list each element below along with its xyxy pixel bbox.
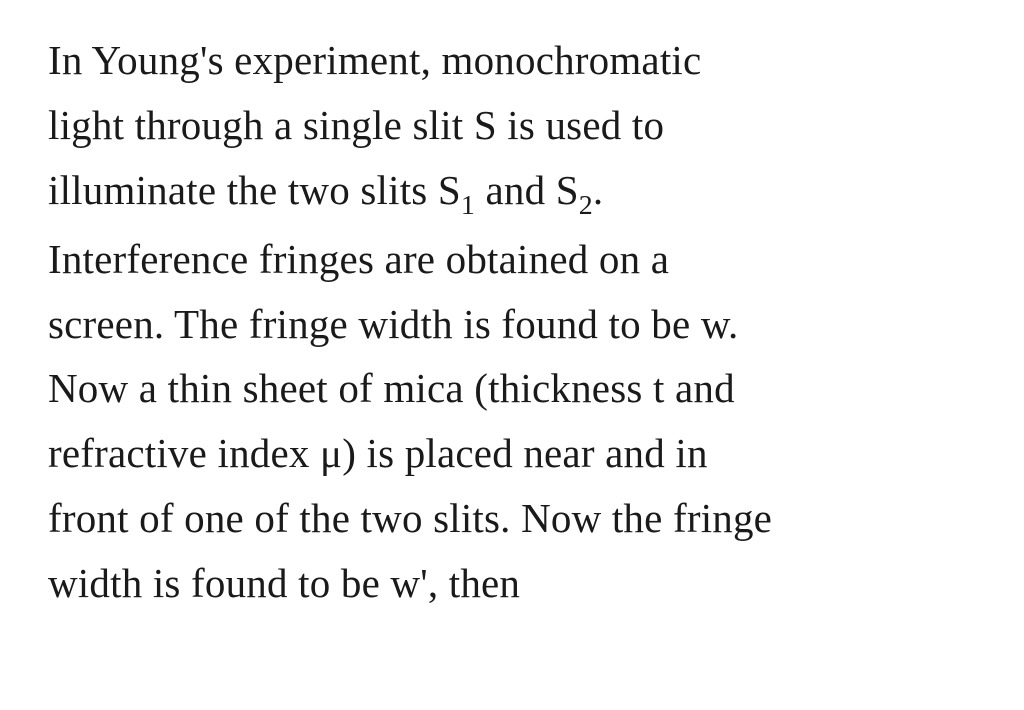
text-line-8: front of one of the two slits. Now the f… — [48, 495, 772, 541]
subscript-1: 1 — [461, 190, 475, 221]
text-line-3-part-3: . — [593, 167, 603, 213]
text-line-6: Now a thin sheet of mica (thickness t an… — [48, 365, 735, 411]
text-line-1: In Young's experiment, monochromatic — [48, 37, 701, 83]
text-line-7: refractive index μ) is placed near and i… — [48, 430, 708, 476]
text-line-3-part-2: and S — [475, 167, 579, 213]
text-line-4: Interference fringes are obtained on a — [48, 236, 669, 282]
text-line-5: screen. The fringe width is found to be … — [48, 301, 738, 347]
text-line-2: light through a single slit S is used to — [48, 102, 664, 148]
text-line-9: width is found to be w', then — [48, 560, 520, 606]
text-line-3-part-1: illuminate the two slits S — [48, 167, 461, 213]
subscript-2: 2 — [579, 190, 593, 221]
physics-question-paragraph: In Young's experiment, monochromatic lig… — [48, 28, 984, 615]
